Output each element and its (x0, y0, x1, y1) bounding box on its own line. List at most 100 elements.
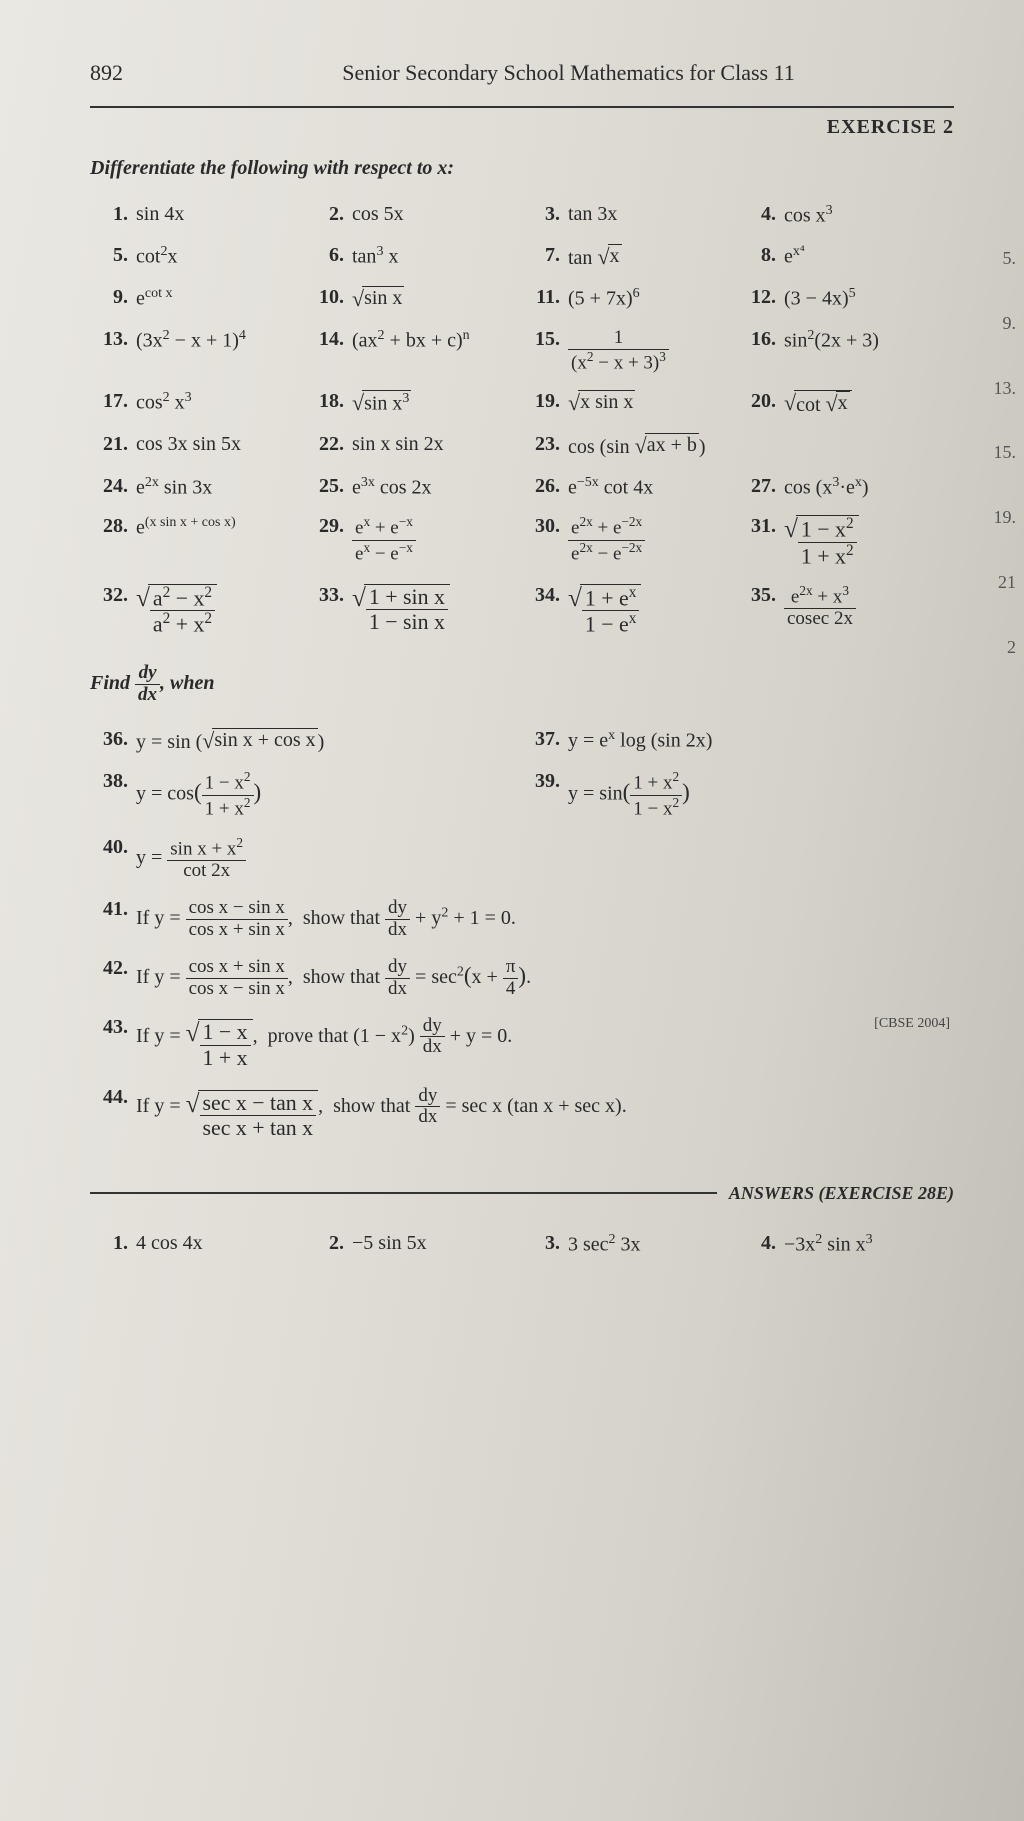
problem-text: e2x sin 3x (136, 475, 302, 500)
problem-item: 39.y = sin(1 + x21 − x2) (522, 762, 954, 827)
problem-item: 2.−5 sin 5x (306, 1224, 522, 1265)
problem-number: 12. (742, 286, 776, 309)
problem-item: 12. (3 − 4x)5 (738, 278, 954, 320)
problem-number: 15. (526, 328, 560, 351)
problem-number: 36. (94, 728, 128, 751)
problem-text: e−5x cot 4x (568, 475, 734, 500)
problem-number: 1. (94, 203, 128, 226)
problem-text: cos 3x sin 5x (136, 433, 302, 456)
problem-number: 3. (526, 203, 560, 226)
problem-item: 42. If y = cos x + sin xcos x − sin x, sh… (90, 949, 954, 1008)
problem-number: 29. (310, 515, 344, 538)
problem-number: 41. (94, 898, 128, 921)
problem-number: 8. (742, 244, 776, 267)
problem-number: 18. (310, 390, 344, 413)
problem-item: 9. ecot x (90, 278, 306, 320)
problem-number: 19. (526, 390, 560, 413)
problem-number: 32. (94, 584, 128, 607)
problem-number: 10. (310, 286, 344, 309)
problem-item: 40. y = sin x + x2cot 2x (90, 828, 954, 890)
margin-number: 21 (994, 559, 1017, 606)
problem-number: 14. (310, 328, 344, 351)
margin-number: 13. (994, 365, 1017, 412)
problem-item: 35.e2x + x3cosec 2x (738, 576, 954, 645)
problem-item: 21.cos 3x sin 5x (90, 425, 306, 467)
problem-number: 31. (742, 515, 776, 538)
problem-text: ex + e−xex − e−x (352, 515, 518, 564)
problem-item: 17.cos2 x3 (90, 382, 306, 425)
problem-text: x sin x (568, 390, 734, 416)
problem-text: −3x2 sin x3 (784, 1232, 950, 1257)
problems-grid-1: 1.sin 4x2.cos 5x3.tan 3x4.cos x35.cot2x6… (90, 195, 954, 645)
problem-number: 26. (526, 475, 560, 498)
problem-number: 13. (94, 328, 128, 351)
problem-number: 44. (94, 1086, 128, 1109)
problem-text: If y = sec x − tan xsec x + tan x, show … (136, 1086, 950, 1140)
problem-text: y = sin(1 + x21 − x2) (568, 770, 950, 819)
problem-text: tan3 x (352, 244, 518, 269)
problem-text: 1(x2 − x + 3)3 (568, 328, 734, 374)
problem-item: 27.cos (x3·ex) (738, 467, 954, 508)
problem-text: cot2x (136, 244, 302, 269)
problem-item: 25.e3x cos 2x (306, 467, 522, 508)
problem-text: y = sin (sin x + cos x) (136, 728, 518, 754)
margin-number: 5. (994, 235, 1017, 282)
problem-item: 13.(3x2 − x + 1)4 (90, 320, 306, 382)
problem-text: (3 − 4x)5 (784, 286, 950, 311)
problem-text: e2x + x3cosec 2x (784, 584, 950, 630)
margin-number: 9. (994, 300, 1017, 347)
answers-label: ANSWERS (EXERCISE 28E) (717, 1183, 954, 1204)
problem-text: e2x + e−2xe2x − e−2x (568, 515, 734, 564)
margin-number: 2 (994, 624, 1017, 671)
section2-title: Find dydx, when (90, 663, 954, 706)
problem-text: 3 sec2 3x (568, 1232, 734, 1257)
header-divider (90, 106, 954, 108)
problem-number: 6. (310, 244, 344, 267)
margin-numbers: 5.9.13.15.19.212 (994, 235, 1017, 689)
problem-item: 26. e−5x cot 4x (522, 467, 738, 508)
problem-text: 1 + sin x1 − sin x (352, 584, 518, 634)
problem-text: sin x sin 2x (352, 433, 518, 456)
problem-text: If y = 1 − x1 + x, prove that (1 − x2) d… (136, 1016, 854, 1070)
problem-text: sin 4x (136, 203, 302, 226)
problem-number: 42. (94, 957, 128, 980)
problem-number: 40. (94, 836, 128, 859)
problem-item: 19. x sin x (522, 382, 738, 425)
problem-number: 38. (94, 770, 128, 793)
problem-text: If y = cos x + sin xcos x − sin x, show … (136, 957, 950, 1000)
problem-item: 44. If y = sec x − tan xsec x + tan x, sh… (90, 1078, 954, 1148)
problem-text: 1 − x21 + x2 (784, 515, 950, 568)
problem-text: cos2 x3 (136, 390, 302, 415)
answers-divider: ANSWERS (EXERCISE 28E) (90, 1183, 954, 1204)
problem-item: 16.sin2(2x + 3) (738, 320, 954, 382)
problem-item: 28.e(x sin x + cos x) (90, 507, 306, 576)
problem-item: 23.cos (sin ax + b) (522, 425, 738, 467)
problem-text: y = sin x + x2cot 2x (136, 836, 950, 882)
problem-item: 34.1 + ex1 − ex (522, 576, 738, 645)
problem-text: ecot x (136, 286, 302, 311)
problem-number: 33. (310, 584, 344, 607)
problem-number: 7. (526, 244, 560, 267)
problem-text: y = cos(1 − x21 + x2) (136, 770, 518, 819)
problem-item: 2.cos 5x (306, 195, 522, 236)
problems-grid-2: 36.y = sin (sin x + cos x)37.y = ex log … (90, 720, 954, 1147)
problem-number: 27. (742, 475, 776, 498)
problem-item: 36. y = sin (sin x + cos x) (90, 720, 522, 762)
problem-item: 1. sin 4x (90, 195, 306, 236)
problem-number: 5. (94, 244, 128, 267)
problem-item (738, 425, 954, 467)
problem-number: 4. (742, 203, 776, 226)
cbse-tag: [CBSE 2004] (854, 1016, 950, 1032)
book-title: Senior Secondary School Mathematics for … (183, 60, 954, 86)
problem-text: sin x3 (352, 390, 518, 416)
problem-text: (5 + 7x)6 (568, 286, 734, 311)
textbook-page: 892 Senior Secondary School Mathematics … (0, 0, 1024, 1821)
problem-number: 22. (310, 433, 344, 456)
problem-text: If y = cos x − sin xcos x + sin x, show … (136, 898, 950, 941)
problem-item: 6. tan3 x (306, 236, 522, 278)
problem-text: ex⁴ (784, 244, 950, 269)
problem-number: 20. (742, 390, 776, 413)
problem-item: 1.4 cos 4x (90, 1224, 306, 1265)
problem-text: sin2(2x + 3) (784, 328, 950, 353)
problem-number: 9. (94, 286, 128, 309)
